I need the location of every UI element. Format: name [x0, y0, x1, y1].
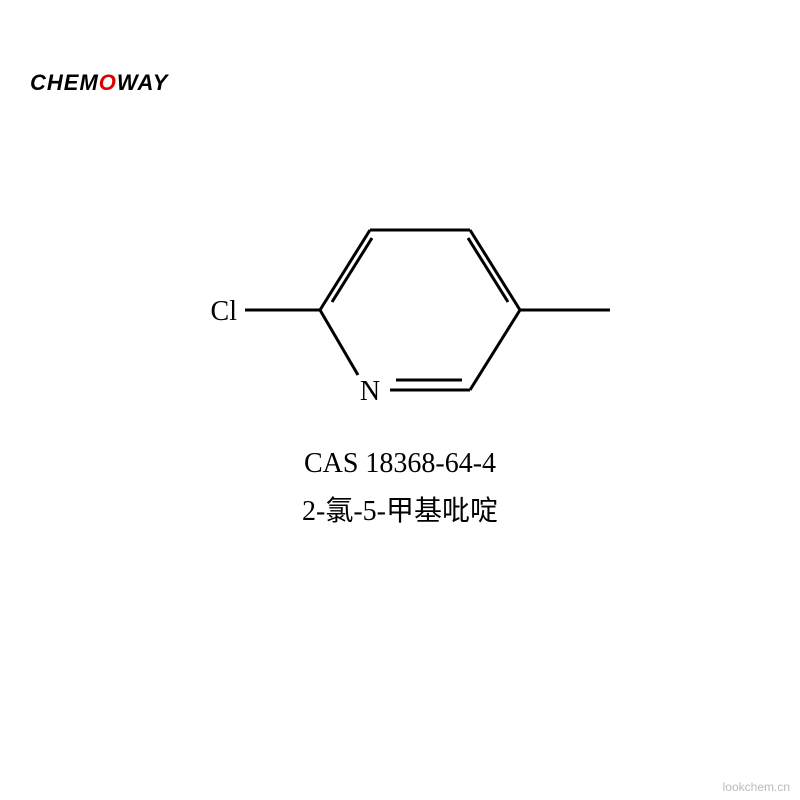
atom-label-cl: Cl: [211, 296, 238, 327]
logo-prefix: CHEM: [30, 70, 99, 95]
brand-logo: CHEMOWAY: [30, 70, 168, 96]
molecule-svg: N Cl: [0, 180, 800, 440]
cas-number: CAS 18368-64-4: [0, 440, 800, 488]
caption-block: CAS 18368-64-4 2-氯-5-甲基吡啶: [0, 440, 800, 535]
watermark: lookchem.cn: [723, 780, 790, 794]
logo-accent: O: [99, 70, 117, 95]
compound-name: 2-氯-5-甲基吡啶: [0, 488, 800, 536]
logo-suffix: WAY: [117, 70, 168, 95]
molecule-structure: N Cl: [0, 180, 800, 440]
atom-label-n: N: [360, 376, 380, 407]
